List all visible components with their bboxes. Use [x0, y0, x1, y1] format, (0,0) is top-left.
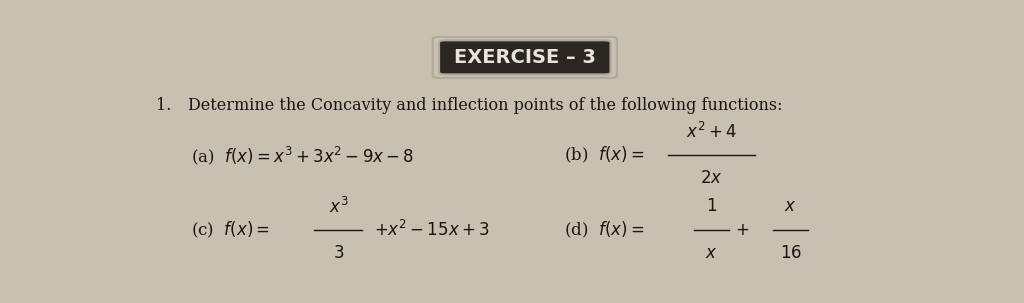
Text: $1$: $1$ — [706, 198, 717, 215]
Text: $x$: $x$ — [706, 245, 718, 262]
Text: $x^3$: $x^3$ — [329, 197, 348, 217]
Text: Determine the Concavity and inflection points of the following functions:: Determine the Concavity and inflection p… — [187, 97, 782, 114]
Text: $2x$: $2x$ — [700, 170, 723, 187]
Text: (a)  $f(x) = x^3 + 3x^2 - 9x - 8$: (a) $f(x) = x^3 + 3x^2 - 9x - 8$ — [191, 144, 415, 167]
Text: $+$: $+$ — [735, 221, 750, 238]
FancyBboxPatch shape — [433, 37, 616, 78]
Text: $x$: $x$ — [784, 198, 797, 215]
Text: $+x^2-15x+3$: $+x^2-15x+3$ — [374, 220, 489, 240]
Text: (c)  $f(x) =$: (c) $f(x) =$ — [191, 220, 270, 240]
Text: $3$: $3$ — [333, 245, 344, 262]
Text: (b)  $f(x) =$: (b) $f(x) =$ — [564, 145, 645, 165]
Text: 1.: 1. — [156, 97, 171, 114]
Text: (d)  $f(x) =$: (d) $f(x) =$ — [564, 220, 645, 240]
Text: $16$: $16$ — [779, 245, 802, 262]
Text: EXERCISE – 3: EXERCISE – 3 — [454, 48, 596, 67]
FancyBboxPatch shape — [439, 40, 610, 75]
Text: $x^2+4$: $x^2+4$ — [686, 122, 737, 142]
